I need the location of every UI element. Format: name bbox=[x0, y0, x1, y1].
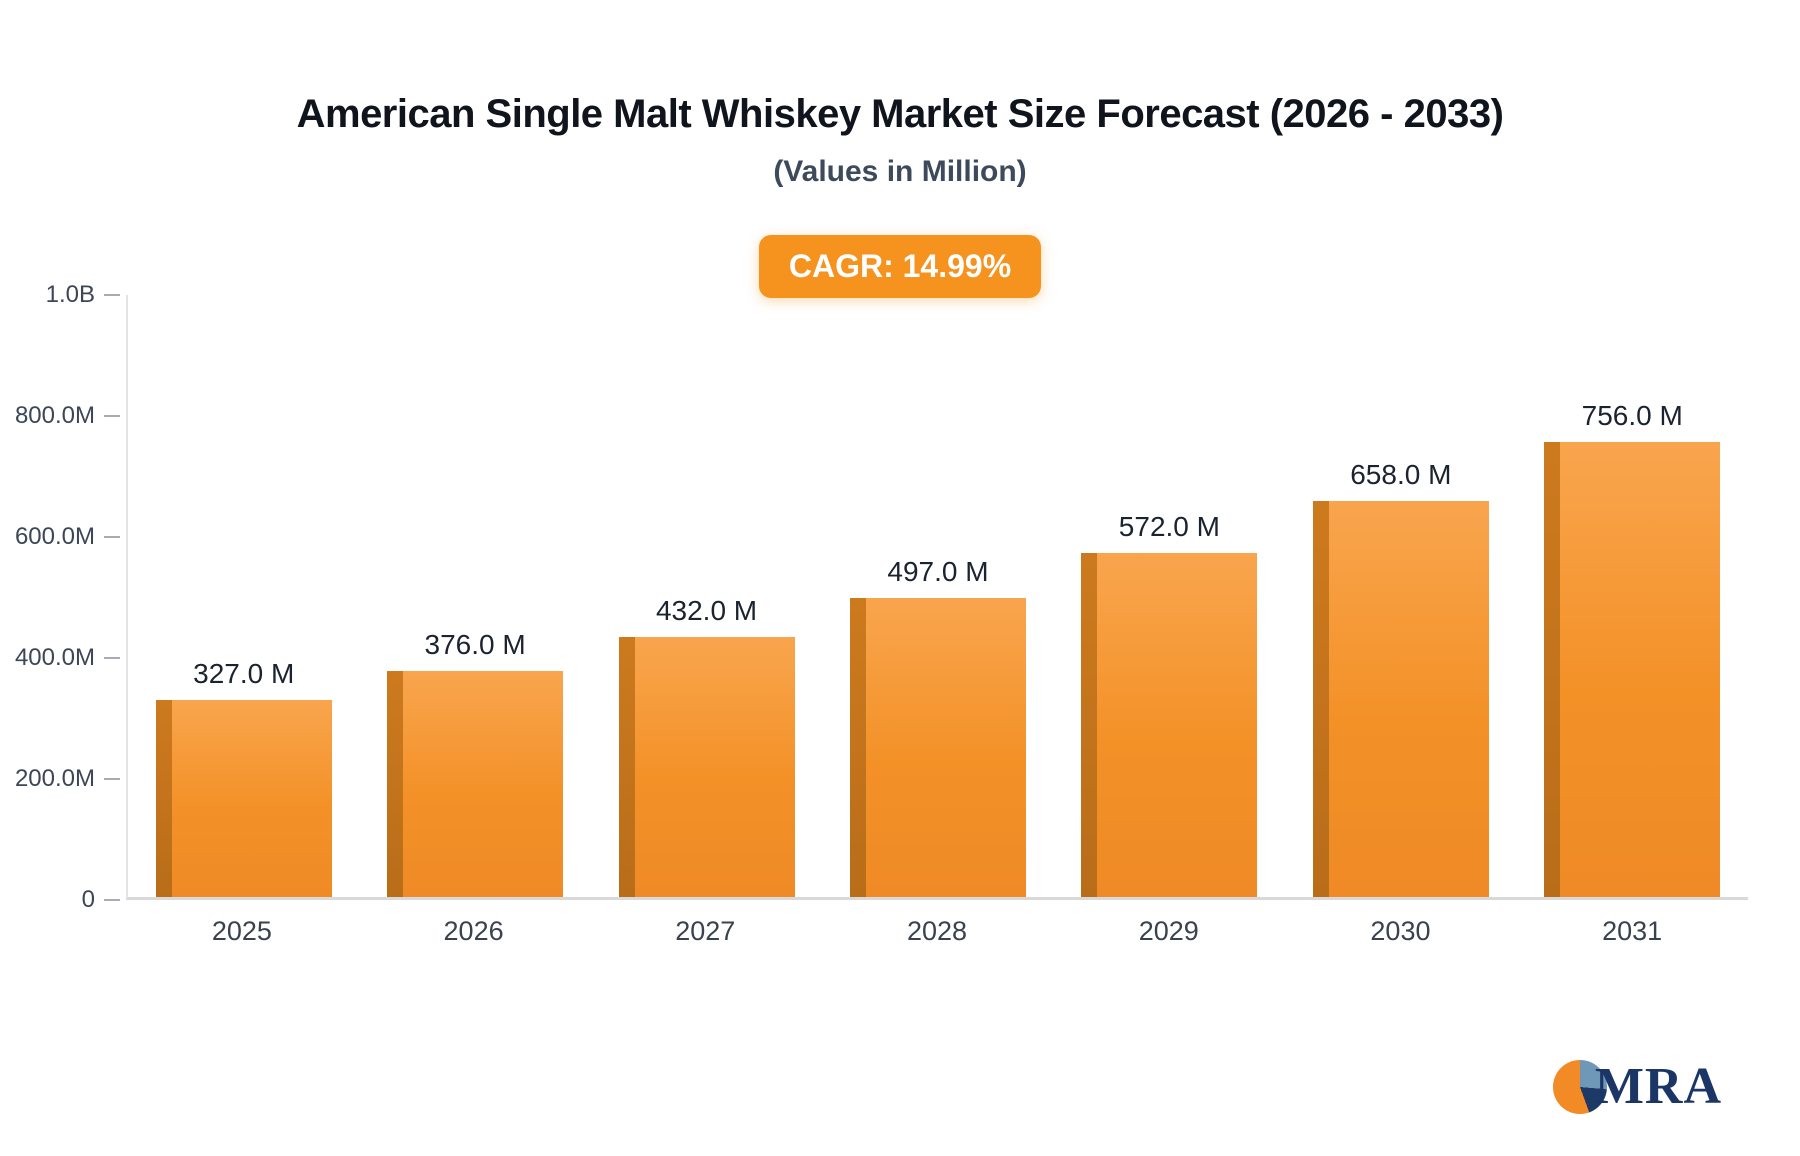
y-tick-label: 400.0M bbox=[14, 644, 95, 671]
x-tick-label: 2029 bbox=[1138, 916, 1199, 946]
x-tick-label: 2028 bbox=[906, 916, 968, 946]
chart-area: 0 200.0M 400.0M 600.0M 800.0M 1.0B 327.0 M 376… bbox=[15, 281, 1748, 946]
y-tick: 1.0B bbox=[46, 281, 120, 309]
bar-front-face bbox=[1097, 553, 1258, 897]
y-tick: 800.0M bbox=[15, 402, 120, 430]
brand-logo-text: MRA bbox=[1594, 1058, 1722, 1115]
bar-value-label: 432.0 M bbox=[655, 595, 758, 626]
y-tick-mark bbox=[104, 415, 120, 417]
y-tick-label: 1.0B bbox=[45, 281, 95, 308]
cagr-badge: CAGR: 14.99% bbox=[758, 235, 1042, 298]
bar-2026: 376.0 M bbox=[387, 629, 564, 897]
bar-side-face bbox=[387, 671, 404, 897]
bar-2030: 658.0 M bbox=[1312, 459, 1489, 897]
bar-2025: 327.0 M bbox=[155, 658, 332, 897]
y-tick: 200.0M bbox=[15, 765, 120, 793]
y-tick-label: 600.0M bbox=[14, 523, 95, 550]
bar-slot: 432.0 M bbox=[591, 295, 822, 897]
chart-header: American Single Malt Whiskey Market Size… bbox=[0, 0, 1800, 298]
y-tick: 400.0M bbox=[15, 644, 120, 672]
chart-subtitle: (Values in Million) bbox=[773, 155, 1027, 188]
bar-value-label: 756.0 M bbox=[1581, 400, 1683, 431]
bar-value-label: 497.0 M bbox=[887, 556, 989, 587]
x-tick-label: 2030 bbox=[1370, 916, 1431, 946]
y-tick-mark bbox=[104, 899, 120, 901]
bar-2031: 756.0 M bbox=[1544, 400, 1721, 897]
x-axis: 2025 2026 2027 2028 2029 2030 2031 bbox=[126, 916, 1748, 947]
bar-slot: 572.0 M bbox=[1054, 295, 1285, 897]
bar-slot: 497.0 M bbox=[822, 295, 1053, 897]
bar-2027: 432.0 M bbox=[618, 595, 795, 897]
bar-side-face bbox=[618, 637, 635, 897]
bar-front-face bbox=[171, 700, 332, 897]
bar-2029: 572.0 M bbox=[1081, 511, 1258, 897]
x-tick-label: 2031 bbox=[1602, 916, 1663, 946]
y-tick: 600.0M bbox=[15, 523, 120, 551]
y-axis: 0 200.0M 400.0M 600.0M 800.0M 1.0B bbox=[15, 281, 126, 913]
bar-front-face bbox=[1328, 501, 1489, 897]
y-tick-label: 200.0M bbox=[14, 765, 95, 792]
bar-value-label: 658.0 M bbox=[1350, 459, 1452, 490]
y-tick: 0 bbox=[82, 886, 120, 914]
y-tick-mark bbox=[104, 778, 120, 780]
bar-slot: 658.0 M bbox=[1285, 295, 1516, 897]
bar-side-face bbox=[1544, 442, 1561, 897]
y-tick-label: 0 bbox=[81, 886, 95, 913]
bar-value-label: 572.0 M bbox=[1118, 511, 1220, 542]
bar-side-face bbox=[849, 598, 866, 897]
x-tick-label: 2027 bbox=[675, 916, 736, 946]
bar-front-face bbox=[1560, 442, 1721, 897]
bar-front-face bbox=[865, 598, 1026, 897]
plot-area: 327.0 M 376.0 M 432.0 M 497.0 M 572.0 M 658.0… bbox=[126, 295, 1748, 900]
bar-value-label: 376.0 M bbox=[424, 629, 526, 660]
bar-value-label: 327.0 M bbox=[193, 658, 295, 689]
y-tick-label: 800.0M bbox=[14, 402, 95, 429]
chart-title: American Single Malt Whiskey Market Size… bbox=[296, 92, 1504, 136]
bar-2028: 497.0 M bbox=[849, 556, 1026, 897]
pie-circle-icon bbox=[1552, 1059, 1607, 1114]
bar-side-face bbox=[1312, 501, 1329, 897]
brand-logo: MRA bbox=[1552, 1057, 1722, 1116]
y-tick-mark bbox=[104, 294, 120, 296]
y-tick-mark bbox=[104, 536, 120, 538]
bar-side-face bbox=[1081, 553, 1098, 897]
bar-slot: 376.0 M bbox=[359, 295, 590, 897]
bar-side-face bbox=[155, 700, 172, 897]
bar-slot: 756.0 M bbox=[1517, 295, 1748, 897]
bar-front-face bbox=[403, 671, 564, 897]
x-tick-label: 2026 bbox=[443, 916, 504, 946]
y-tick-mark bbox=[104, 657, 120, 659]
bar-slot: 327.0 M bbox=[128, 295, 359, 897]
bar-front-face bbox=[634, 637, 795, 897]
x-tick-label: 2025 bbox=[211, 916, 272, 946]
